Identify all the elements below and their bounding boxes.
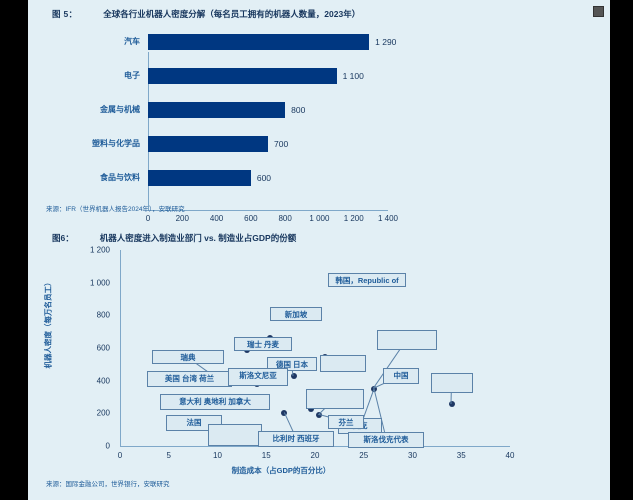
x-tick-label: 1 000 bbox=[309, 214, 330, 223]
bar-rect bbox=[148, 170, 251, 186]
scatter-label: 瑞典 bbox=[152, 350, 224, 364]
bar-category-label: 金属与机械 bbox=[100, 105, 140, 114]
scatter-label bbox=[377, 330, 437, 350]
x-tick-label: 800 bbox=[278, 214, 292, 223]
bar-row: 电子 1 100 bbox=[28, 64, 610, 88]
scatter-label: 比利时 西班牙 bbox=[258, 431, 334, 447]
x-tick-label: 15 bbox=[261, 451, 271, 460]
bar-rect bbox=[148, 68, 337, 84]
bar-row: 汽车 1 290 bbox=[28, 30, 610, 54]
scatter-y-axis bbox=[120, 250, 121, 446]
scatter-label: 斯洛文尼亚 bbox=[228, 368, 288, 386]
scatter-label bbox=[320, 355, 366, 372]
bar-rect bbox=[148, 136, 268, 152]
figure6-scatter-chart: 机器人密度（每万名员工） 0 200 400 600 800 1 000 1 200 韩国，… bbox=[28, 246, 610, 476]
x-tick-label: 5 bbox=[166, 451, 171, 460]
figure6-heading: 图6： 机器人密度进入制造业部门 vs. 制造业占GDP的份额 bbox=[52, 232, 296, 244]
x-tick-label: 400 bbox=[209, 214, 224, 223]
scatter-label: 瑞士 丹麦 bbox=[234, 337, 292, 351]
figure5-title-text: 全球各行业机器人密度分解（每名员工拥有的机器人数量，2023年） bbox=[103, 9, 361, 19]
x-tick-label: 0 bbox=[145, 214, 151, 223]
figure6-source: 来源：国际金融公司，世界银行，安联研究 bbox=[46, 481, 170, 488]
scatter-point bbox=[448, 400, 455, 407]
x-tick-label: 25 bbox=[359, 451, 369, 460]
scatter-label bbox=[431, 373, 473, 393]
bar-value-label: 600 bbox=[256, 173, 272, 183]
x-tick-label: 40 bbox=[505, 451, 515, 460]
corner-badge-icon bbox=[593, 6, 604, 17]
scatter-label bbox=[306, 389, 364, 409]
bar-chart-y-axis bbox=[148, 52, 149, 210]
y-tick-label: 1 000 bbox=[89, 278, 110, 288]
bar-category-label: 汽车 bbox=[124, 37, 140, 46]
scatter-point bbox=[308, 406, 315, 413]
scatter-label: 芬兰 bbox=[328, 415, 364, 429]
figure5-source: 来源：IFR（世界机器人报告2024年），安联研究 bbox=[46, 206, 185, 213]
bar-category-label: 食品与饮料 bbox=[100, 173, 140, 182]
bar-value-label: 800 bbox=[291, 105, 306, 115]
scatter-label: 韩国，Republic of bbox=[328, 273, 406, 287]
figure6-label: 图6： bbox=[52, 233, 74, 243]
x-tick-label: 20 bbox=[310, 451, 320, 460]
scatter-label: 意大利 奥地利 加拿大 bbox=[160, 394, 270, 410]
y-tick-label: 0 bbox=[105, 441, 110, 451]
scatter-point bbox=[290, 372, 297, 379]
scatter-label: 中国 bbox=[383, 368, 419, 384]
bar-category-label: 电子 bbox=[124, 71, 140, 80]
x-tick-label: 35 bbox=[456, 451, 466, 460]
document-page: 图 5： 全球各行业机器人密度分解（每名员工拥有的机器人数量，2023年） 汽车 1… bbox=[28, 0, 610, 500]
x-tick-label: 30 bbox=[408, 451, 417, 460]
bar-rect bbox=[148, 34, 370, 50]
figure5-bar-chart: 汽车 1 290 电子 1 100 金属与机械 800 塑料与化学品 700 食品与饮料 600 … bbox=[28, 26, 610, 223]
bar-category-label: 塑料与化学品 bbox=[92, 139, 140, 148]
x-tick-label: 0 bbox=[117, 451, 123, 460]
figure5-label: 图 5： bbox=[52, 9, 78, 19]
y-tick-label: 1 200 bbox=[89, 245, 110, 255]
scatter-y-axis-label: 机器人密度（每万名员工） bbox=[43, 278, 53, 369]
figure6-title-text: 机器人密度进入制造业部门 vs. 制造业占GDP的份额 bbox=[99, 233, 297, 243]
scatter-label: 新加坡 bbox=[270, 307, 322, 321]
bar-value-label: 1 290 bbox=[375, 37, 397, 47]
bar-value-label: 700 bbox=[274, 139, 289, 149]
bar-chart-x-axis bbox=[148, 210, 388, 211]
y-tick-label: 200 bbox=[96, 408, 110, 418]
x-tick-label: 600 bbox=[244, 214, 258, 223]
scatter-point bbox=[280, 409, 287, 416]
bar-rect bbox=[148, 102, 286, 118]
scatter-label: 美国 台湾 荷兰 bbox=[147, 371, 232, 387]
x-tick-label: 1 400 bbox=[377, 214, 399, 223]
y-tick-label: 400 bbox=[96, 376, 110, 386]
bar-row: 食品与饮料 600 bbox=[28, 166, 610, 190]
bar-row: 塑料与化学品 700 bbox=[28, 132, 610, 156]
figure5-heading: 图 5： 全球各行业机器人密度分解（每名员工拥有的机器人数量，2023年） bbox=[52, 8, 360, 20]
y-tick-label: 800 bbox=[96, 310, 110, 320]
y-tick-label: 600 bbox=[96, 343, 110, 353]
scatter-label: 斯洛伐克代表 bbox=[348, 432, 424, 448]
scatter-x-axis-label: 制造成本（占GDP的百分比） bbox=[231, 466, 331, 475]
x-tick-label: 10 bbox=[213, 451, 222, 460]
scatter-label: 德国 日本 bbox=[267, 357, 317, 371]
x-tick-label: 200 bbox=[175, 214, 189, 223]
x-tick-label: 1 200 bbox=[343, 214, 364, 223]
bar-row: 金属与机械 800 bbox=[28, 98, 610, 122]
bar-value-label: 1 100 bbox=[342, 71, 364, 81]
scatter-label bbox=[208, 424, 262, 446]
